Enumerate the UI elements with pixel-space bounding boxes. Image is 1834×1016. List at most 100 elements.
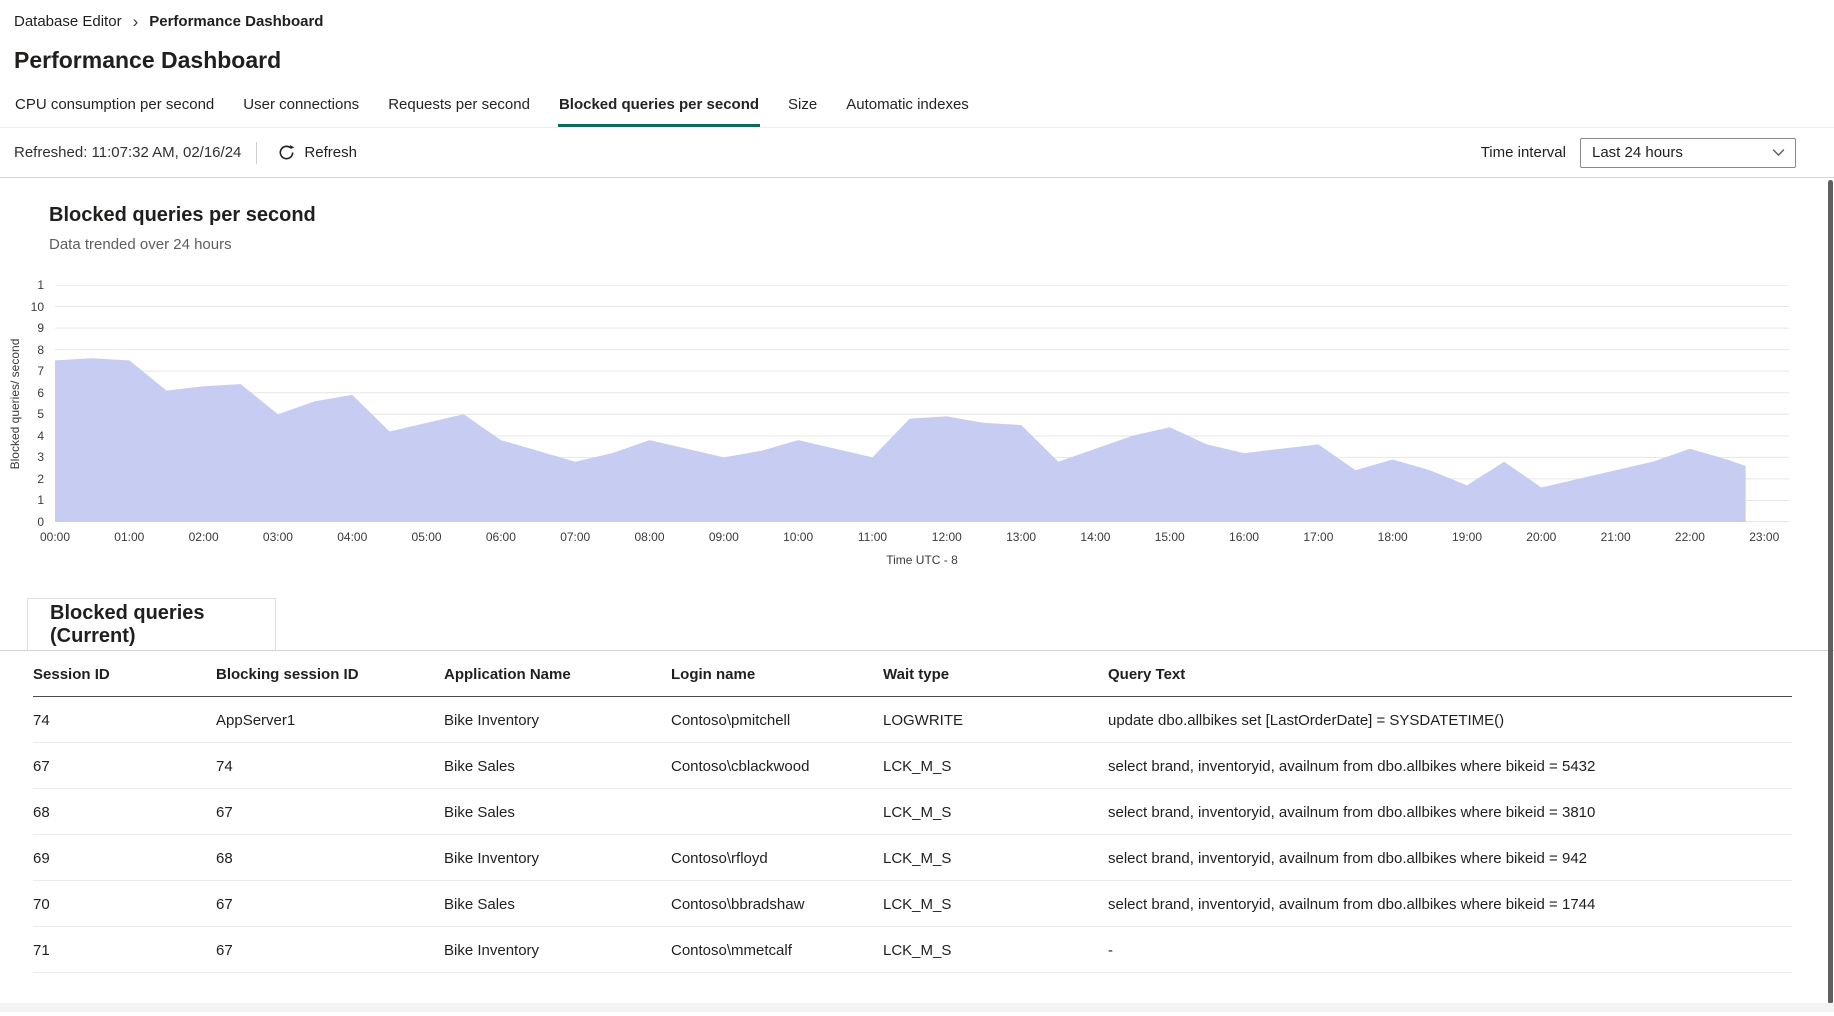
- chart-title: Blocked queries per second: [49, 204, 316, 226]
- tab-cpu-consumption-per-second[interactable]: CPU consumption per second: [15, 96, 215, 113]
- table-cell: LCK_M_S: [883, 926, 1108, 973]
- table-cell: LCK_M_S: [883, 880, 1108, 927]
- x-tick-label: 13:00: [1006, 530, 1037, 544]
- x-tick-label: 20:00: [1526, 530, 1557, 544]
- x-tick-label: 16:00: [1229, 530, 1260, 544]
- blocked-queries-table-wrap: Session ID Blocking session ID Application…: [0, 651, 1834, 973]
- x-tick-label: 22:00: [1674, 530, 1705, 544]
- x-tick-label: 17:00: [1303, 530, 1334, 544]
- tab-automatic-indexes[interactable]: Automatic indexes: [846, 96, 969, 113]
- table-cell: 67: [33, 742, 216, 789]
- section-title: Blocked queries (Current): [50, 601, 205, 647]
- y-tick-label: 10: [30, 299, 44, 314]
- table-cell: Bike Inventory: [444, 834, 671, 881]
- main-content: Blocked queries per second Data trended …: [0, 178, 1834, 1012]
- tab-size[interactable]: Size: [788, 96, 818, 113]
- x-tick-label: 08:00: [634, 530, 665, 544]
- table-cell: Bike Sales: [444, 742, 671, 789]
- table-cell: select brand, inventoryid, availnum from…: [1108, 742, 1792, 789]
- time-interval-select[interactable]: Last 24 hours: [1580, 137, 1796, 168]
- y-axis: 1 10 9 8 7 6 5 4 3 2 1 0: [18, 278, 44, 529]
- y-axis-title: Blocked queries/ second: [8, 338, 22, 469]
- blocked-queries-table: Session ID Blocking session ID Application…: [33, 651, 1792, 973]
- table-cell: LCK_M_S: [883, 742, 1108, 789]
- chart-header: Blocked queries per second Data trended …: [0, 178, 1834, 253]
- table-cell: Bike Inventory: [444, 696, 671, 743]
- x-tick-label: 00:00: [39, 530, 71, 544]
- x-tick-label: 01:00: [114, 530, 145, 544]
- horizontal-scrollbar[interactable]: [0, 1003, 1834, 1012]
- blocked-queries-chart: 1 10 9 8 7 6 5 4 3 2 1 0 Blocked queries/ second: [8, 278, 1789, 529]
- y-tick-label: 1: [37, 493, 44, 508]
- y-tick-label: 9: [37, 321, 44, 336]
- x-tick-label: 02:00: [188, 530, 219, 544]
- current-section-header-row: Blocked queries (Current): [0, 598, 1834, 651]
- table-cell: Contoso\cblackwood: [671, 742, 883, 789]
- x-tick-label: 18:00: [1377, 530, 1408, 544]
- table-row[interactable]: 71 67 Bike Inventory Contoso\mmetcalf LCK_M_…: [33, 926, 1792, 973]
- table-cell: Contoso\mmetcalf: [671, 926, 883, 973]
- x-tick-label: 23:00: [1749, 530, 1780, 544]
- table-cell: LCK_M_S: [883, 834, 1108, 881]
- y-tick-label: 2: [37, 471, 44, 486]
- tab-user-connections[interactable]: User connections: [243, 96, 360, 113]
- table-cell: Contoso\bbradshaw: [671, 880, 883, 927]
- table-body: 74 AppServer1 Bike Inventory Contoso\pmitch…: [33, 696, 1792, 973]
- refresh-icon: [278, 144, 295, 161]
- table-row[interactable]: 67 74 Bike Sales Contoso\cblackwood LCK_M_S s…: [33, 742, 1792, 789]
- x-tick-label: 10:00: [783, 530, 814, 544]
- table-cell: 69: [33, 834, 216, 881]
- column-header-query-text: Query Text: [1108, 651, 1792, 697]
- table-cell: 68: [216, 834, 444, 881]
- area-chart: [55, 285, 1789, 522]
- table-cell: 74: [216, 742, 444, 789]
- y-tick-label: 6: [37, 385, 44, 400]
- y-tick-label: 1: [37, 278, 44, 292]
- blocked-queries-current-tab[interactable]: Blocked queries (Current): [27, 598, 276, 650]
- breadcrumb-item-database-editor[interactable]: Database Editor: [14, 13, 122, 30]
- table-row[interactable]: 74 AppServer1 Bike Inventory Contoso\pmitch…: [33, 696, 1792, 743]
- time-interval-selected-value: Last 24 hours: [1592, 144, 1683, 161]
- toolbar: Refreshed: 11:07:32 AM, 02/16/24 Refresh…: [0, 128, 1834, 178]
- refresh-button-label: Refresh: [304, 144, 357, 161]
- x-tick-label: 05:00: [411, 530, 442, 544]
- x-tick-label: 07:00: [560, 530, 591, 544]
- table-cell: 68: [33, 788, 216, 835]
- table-row[interactable]: 70 67 Bike Sales Contoso\bbradshaw LCK_M_S se…: [33, 880, 1792, 927]
- x-tick-label: 09:00: [708, 530, 739, 544]
- y-tick-label: 5: [37, 407, 44, 422]
- refresh-button[interactable]: Refresh: [272, 140, 363, 165]
- table-cell: select brand, inventoryid, availnum from…: [1108, 880, 1792, 927]
- breadcrumb: Database Editor › Performance Dashboard: [0, 0, 1834, 30]
- table-cell: 67: [216, 788, 444, 835]
- x-tick-label: 03:00: [262, 530, 293, 544]
- table-cell: select brand, inventoryid, availnum from…: [1108, 788, 1792, 835]
- table-row[interactable]: 69 68 Bike Inventory Contoso\rfloyd LCK_M_S s…: [33, 834, 1792, 881]
- tab-requests-per-second[interactable]: Requests per second: [388, 96, 530, 113]
- x-tick-label: 14:00: [1080, 530, 1111, 544]
- tab-blocked-queries-per-second[interactable]: Blocked queries per second: [557, 91, 761, 127]
- table-cell: Bike Sales: [444, 880, 671, 927]
- column-header-application-name: Application Name: [444, 651, 671, 697]
- vertical-scrollbar[interactable]: [1827, 180, 1834, 1010]
- time-interval-label: Time interval: [1480, 144, 1566, 161]
- table-cell: [671, 788, 883, 835]
- y-tick-label: 0: [37, 515, 44, 529]
- area-series: [55, 358, 1746, 522]
- table-row[interactable]: 68 67 Bike Sales LCK_M_S select brand, inven…: [33, 788, 1792, 835]
- x-axis-title: Time UTC - 8: [886, 553, 958, 567]
- table-cell: select brand, inventoryid, availnum from…: [1108, 834, 1792, 881]
- table-cell: 74: [33, 696, 216, 743]
- x-axis: 00:00 01:00 02:00 03:00 04:00 05:00 06:00 07:00…: [40, 530, 1789, 546]
- scrollbar-thumb[interactable]: [1828, 180, 1833, 1004]
- page-title: Performance Dashboard: [14, 47, 282, 73]
- table-cell: Bike Inventory: [444, 926, 671, 973]
- chevron-down-icon: [1772, 148, 1785, 157]
- toolbar-divider: [256, 141, 258, 164]
- table-cell: Contoso\rfloyd: [671, 834, 883, 881]
- x-tick-label: 11:00: [857, 530, 888, 544]
- chart-subtitle: Data trended over 24 hours: [49, 236, 232, 253]
- tab-bar: CPU consumption per second User connectio…: [0, 91, 1834, 128]
- table-cell: Contoso\pmitchell: [671, 696, 883, 743]
- x-tick-label: 19:00: [1451, 530, 1482, 544]
